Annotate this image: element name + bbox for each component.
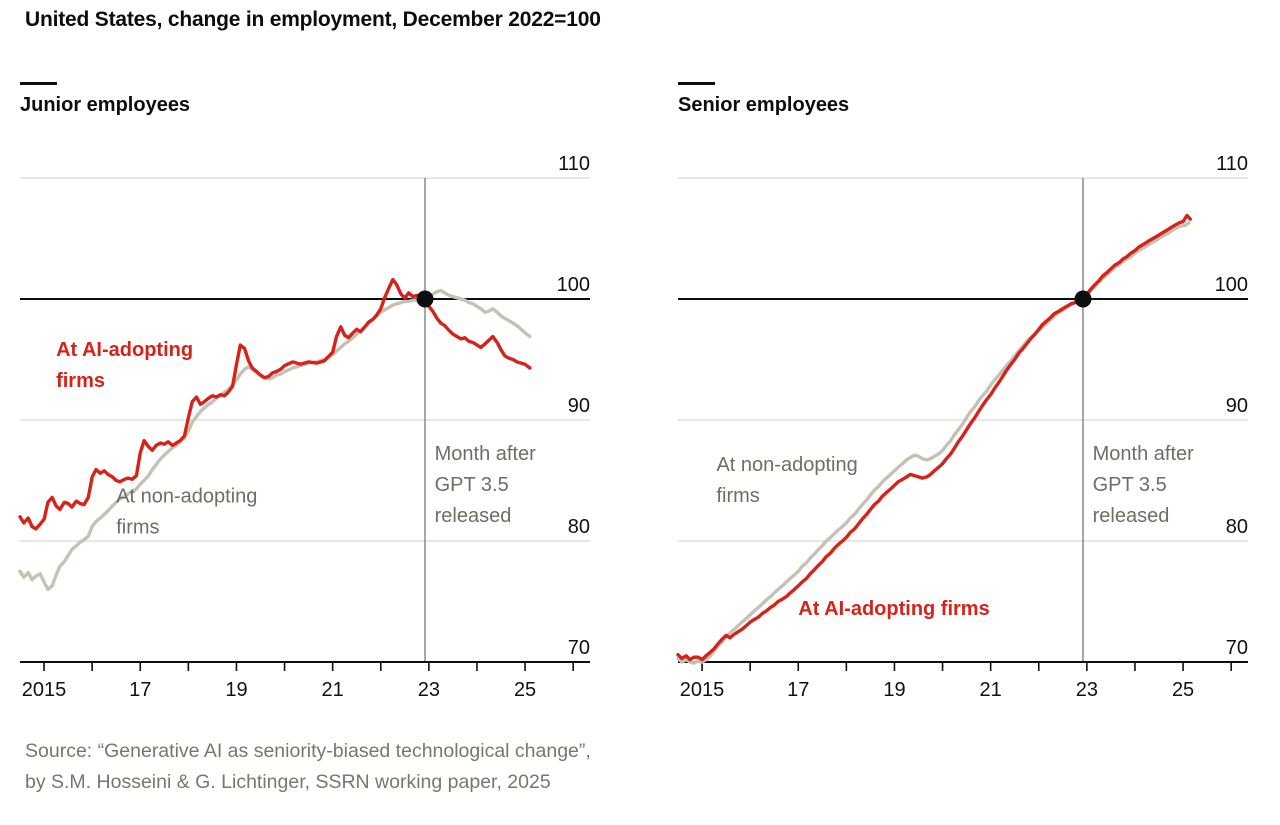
annotation-label: At non-adopting: [716, 454, 857, 476]
junior-employees-chart: 70 80 90 100 110 2015 17 19 21 23 25 At AI-adopting…: [18, 153, 590, 701]
senior-employees-chart: 70 80 90 100 110 2015 17 19 21 23 25 At non-adoptin…: [676, 153, 1248, 701]
event-dot: [1074, 290, 1092, 308]
x-axis-label: 19: [883, 679, 905, 701]
x-axis-label: 2015: [680, 679, 725, 701]
annotation-label: firms: [56, 370, 105, 392]
y-axis-label: 100: [557, 274, 590, 296]
annotation-label: Month after: [435, 443, 537, 465]
x-axis-label: 2015: [22, 679, 67, 701]
annotation-label: GPT 3.5: [1093, 474, 1167, 496]
series-line-ai-adopting: [676, 213, 1192, 662]
panel-senior-employees: Senior employees 70 80 90 100 110 2015 17 19 21 2…: [676, 82, 1268, 705]
event-dot: [416, 290, 434, 308]
annotation-label: At AI-adopting: [56, 339, 193, 361]
annotation-label: released: [435, 505, 512, 527]
panel-rule: [678, 82, 715, 85]
y-axis-label: 90: [1226, 395, 1248, 417]
annotation-label: Month after: [1093, 443, 1195, 465]
source-line-1: Source: “Generative AI as seniority-bias…: [25, 740, 591, 762]
y-axis-label: 110: [1216, 153, 1248, 175]
chart-panels: Junior employees 70 80 90 100 110 2015 17 19 21 2…: [18, 82, 1268, 705]
x-axis-label: 21: [980, 679, 1002, 701]
y-axis-label: 100: [1215, 274, 1248, 296]
annotation-label: firms: [716, 485, 759, 507]
x-axis-label: 23: [418, 679, 440, 701]
x-axis-label: 23: [1076, 679, 1098, 701]
source-note: Source: “Generative AI as seniority-bias…: [25, 736, 591, 798]
panel-junior-employees: Junior employees 70 80 90 100 110 2015 17 19 21 2…: [18, 82, 610, 705]
annotation-label: At AI-adopting firms: [798, 598, 989, 620]
y-axis-label: 90: [568, 395, 590, 417]
x-axis-label: 19: [225, 679, 247, 701]
panel-rule: [20, 82, 57, 85]
y-axis-label: 70: [1226, 637, 1248, 659]
y-axis-label: 70: [568, 637, 590, 659]
panel-title-junior: Junior employees: [20, 94, 191, 116]
annotation-label: firms: [116, 516, 159, 538]
x-axis-label: 25: [1172, 679, 1194, 701]
x-axis-label: 25: [514, 679, 536, 701]
annotation-label: GPT 3.5: [435, 474, 509, 496]
y-axis-label: 80: [568, 516, 590, 538]
x-axis-label: 17: [787, 679, 809, 701]
panel-title-senior: Senior employees: [678, 94, 850, 116]
series-line-ai-adopting: [18, 277, 532, 531]
x-axis-label: 21: [322, 679, 344, 701]
chart-title: United States, change in employment, Dec…: [25, 8, 601, 31]
annotation-label: released: [1093, 505, 1170, 527]
annotation-label: At non-adopting: [116, 485, 257, 507]
y-axis-label: 110: [558, 153, 590, 175]
source-line-2: by S.M. Hosseini & G. Lichtinger, SSRN w…: [25, 771, 551, 793]
y-axis-label: 80: [1226, 516, 1248, 538]
x-axis-label: 17: [129, 679, 151, 701]
